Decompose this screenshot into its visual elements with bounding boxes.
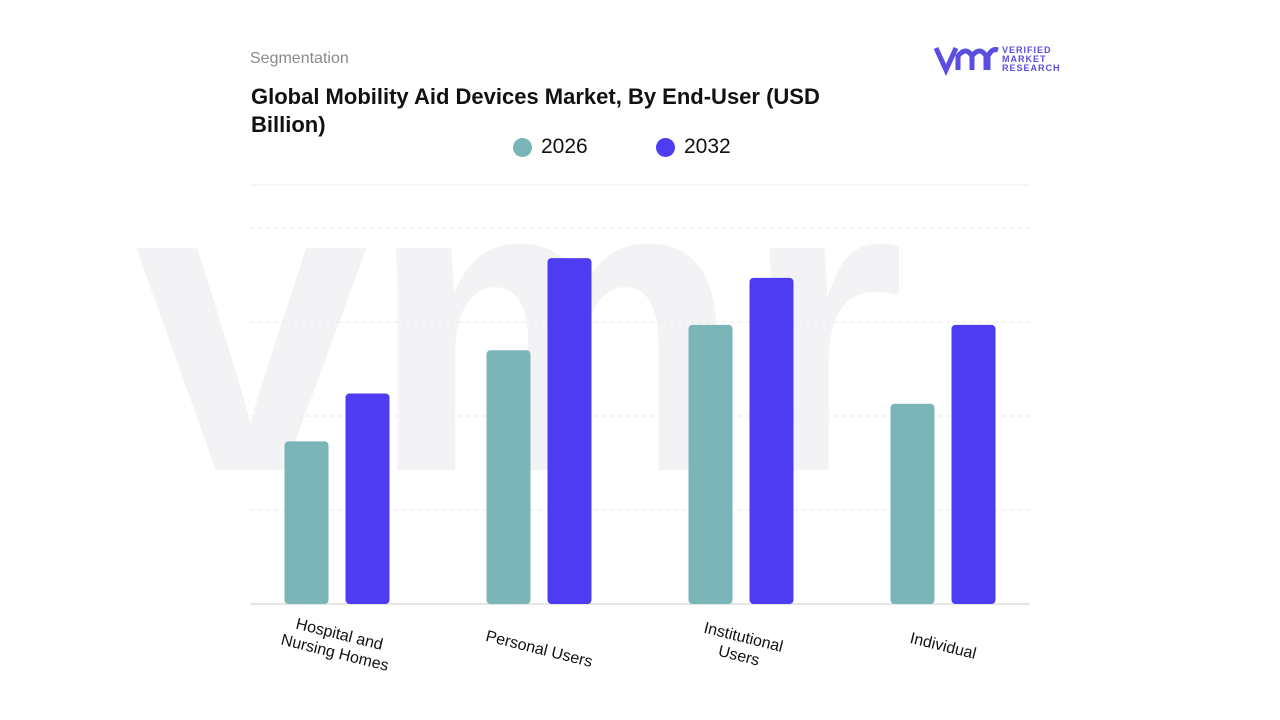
- bar: [890, 403, 935, 604]
- bar: [749, 277, 794, 604]
- legend-swatch: [656, 137, 675, 157]
- logo-text: VERIFIED MARKET RESEARCH: [1002, 46, 1061, 73]
- chart-title: Global Mobility Aid Devices Market, By E…: [251, 84, 820, 137]
- section-label: Segmentation: [250, 50, 349, 67]
- logo-mark: [933, 46, 999, 77]
- logo-line: MARKET: [1002, 54, 1047, 64]
- legend-label: 2026: [541, 135, 588, 158]
- bar: [547, 258, 592, 604]
- legend-item: 2032: [656, 135, 731, 159]
- bar: [345, 393, 390, 604]
- legend-label: 2032: [684, 135, 731, 158]
- legend-swatch: [513, 137, 532, 157]
- bar: [486, 350, 531, 604]
- bar: [688, 324, 733, 604]
- bar: [951, 324, 996, 604]
- logo-line: RESEARCH: [1002, 63, 1061, 73]
- legend-item: 2026: [513, 135, 588, 159]
- logo-line: VERIFIED: [1002, 45, 1052, 55]
- bar: [284, 441, 329, 604]
